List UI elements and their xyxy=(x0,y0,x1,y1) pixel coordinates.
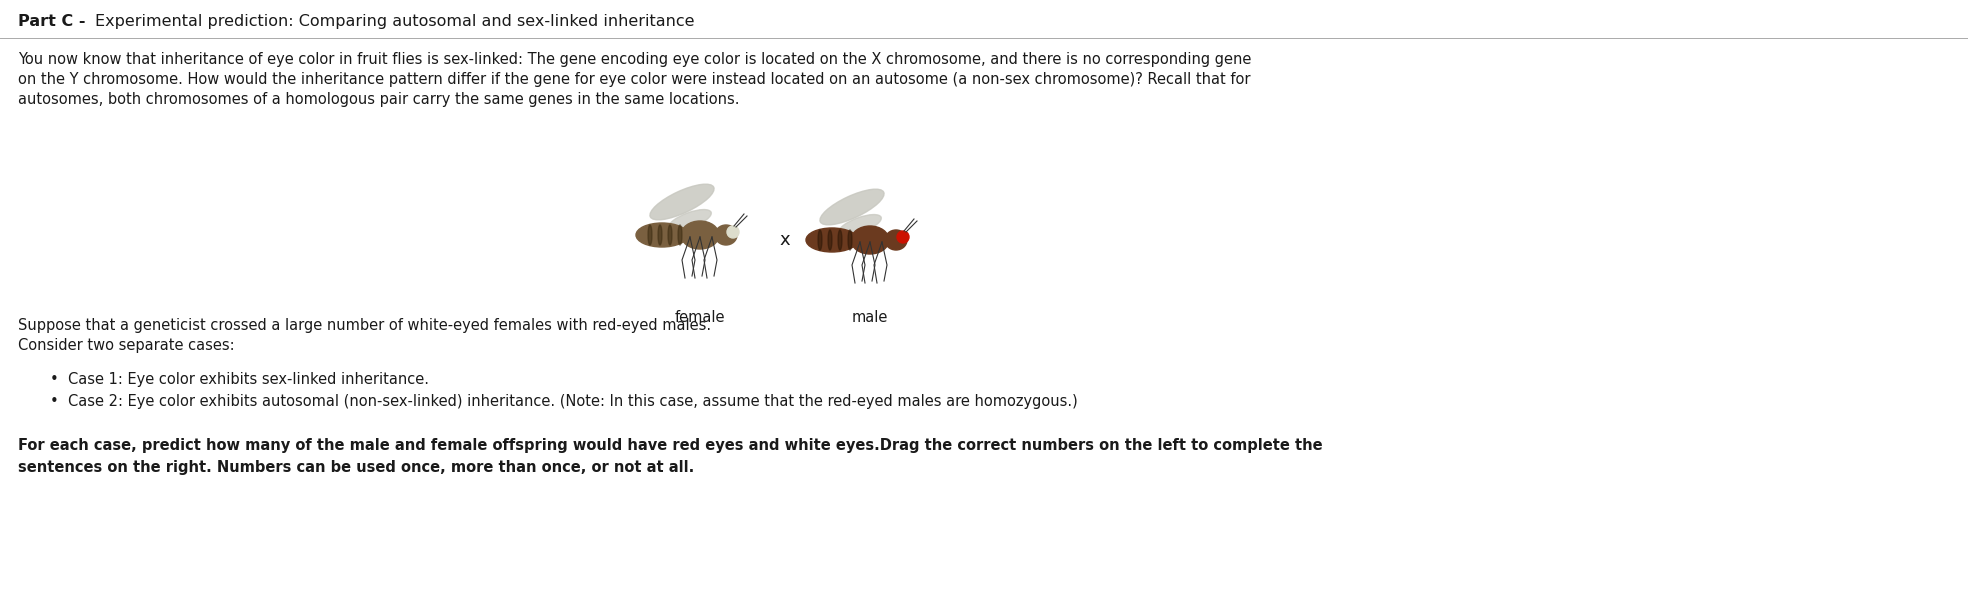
Ellipse shape xyxy=(649,184,714,220)
Text: Consider two separate cases:: Consider two separate cases: xyxy=(18,338,234,353)
Ellipse shape xyxy=(647,225,651,245)
Ellipse shape xyxy=(838,214,882,235)
Circle shape xyxy=(726,226,740,238)
Text: sentences on the right. Numbers can be used once, more than once, or not at all.: sentences on the right. Numbers can be u… xyxy=(18,460,695,475)
Ellipse shape xyxy=(886,230,907,250)
Ellipse shape xyxy=(657,225,661,245)
Text: Experimental prediction: Comparing autosomal and sex-linked inheritance: Experimental prediction: Comparing autos… xyxy=(94,14,695,29)
Text: For each case, predict how many of the male and female offspring would have red : For each case, predict how many of the m… xyxy=(18,438,1322,453)
Text: x: x xyxy=(779,231,791,249)
Ellipse shape xyxy=(848,230,852,250)
Ellipse shape xyxy=(819,230,823,250)
Ellipse shape xyxy=(829,230,832,250)
Text: Suppose that a geneticist crossed a large number of white-eyed females with red-: Suppose that a geneticist crossed a larg… xyxy=(18,318,710,333)
Ellipse shape xyxy=(667,225,671,245)
Ellipse shape xyxy=(679,225,683,245)
Text: •  Case 1: Eye color exhibits sex-linked inheritance.: • Case 1: Eye color exhibits sex-linked … xyxy=(49,372,429,387)
Ellipse shape xyxy=(807,228,858,252)
Text: autosomes, both chromosomes of a homologous pair carry the same genes in the sam: autosomes, both chromosomes of a homolog… xyxy=(18,92,740,107)
Text: Part C -: Part C - xyxy=(18,14,91,29)
Text: female: female xyxy=(675,310,726,325)
Ellipse shape xyxy=(681,221,718,249)
Ellipse shape xyxy=(636,223,689,247)
Text: •  Case 2: Eye color exhibits autosomal (non-sex-linked) inheritance. (Note: In : • Case 2: Eye color exhibits autosomal (… xyxy=(49,394,1078,409)
Text: male: male xyxy=(852,310,888,325)
Ellipse shape xyxy=(850,226,890,254)
Text: on the Y chromosome. How would the inheritance pattern differ if the gene for ey: on the Y chromosome. How would the inher… xyxy=(18,72,1250,87)
Text: You now know that inheritance of eye color in fruit flies is sex-linked: The gen: You now know that inheritance of eye col… xyxy=(18,52,1252,67)
Ellipse shape xyxy=(669,210,710,230)
Ellipse shape xyxy=(714,225,736,245)
Ellipse shape xyxy=(838,230,842,250)
Ellipse shape xyxy=(821,189,884,225)
Circle shape xyxy=(897,231,909,243)
